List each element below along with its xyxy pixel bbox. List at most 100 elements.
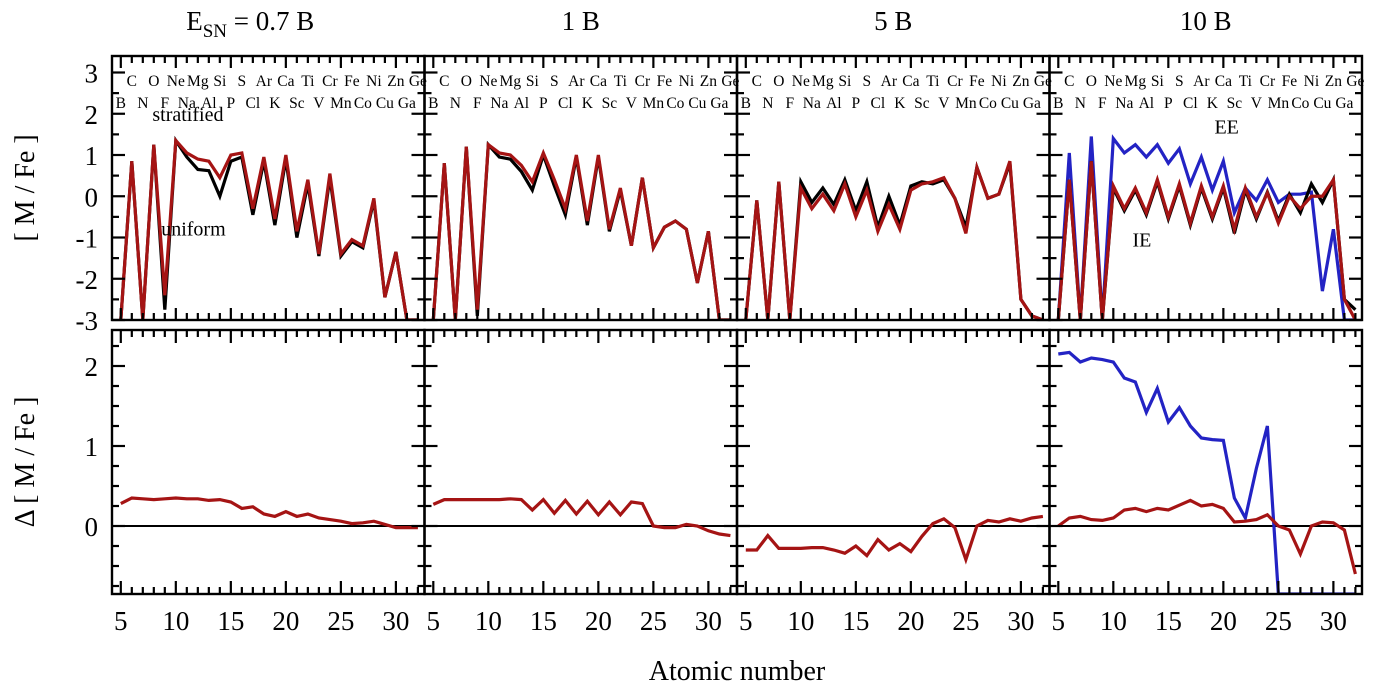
element-label-even: C <box>1064 73 1074 90</box>
element-label-even: Ne <box>167 73 185 90</box>
y-axis-top-tick-label: 2 <box>85 100 99 130</box>
element-label-even: Si <box>526 73 540 90</box>
element-label-even: Zn <box>1012 73 1029 90</box>
element-label-odd: V <box>938 95 950 112</box>
element-label-even: Ca <box>1215 73 1232 90</box>
y-axis-top-tick-label: -2 <box>76 265 99 295</box>
y-axis-bottom-tick-label: 0 <box>85 512 99 542</box>
element-label-odd: N <box>1075 95 1086 112</box>
x-axis-tick-label: 10 <box>1100 606 1127 636</box>
element-label-odd: Sc <box>602 95 618 112</box>
panel-title-4: 10 B <box>1180 6 1232 36</box>
element-label-odd: Ga <box>710 95 728 112</box>
element-label-odd: Na <box>490 95 508 112</box>
y-axis-top-tick-label: -3 <box>76 306 99 336</box>
element-label-even: Ne <box>792 73 810 90</box>
series-stratified-minus-uniform <box>120 496 418 530</box>
element-label-odd: F <box>1098 95 1107 112</box>
element-label-odd: P <box>227 95 236 112</box>
element-label-odd: Al <box>1139 95 1155 112</box>
element-label-odd: V <box>626 95 638 112</box>
element-label-even: Ca <box>590 73 607 90</box>
y-axis-top-tick-label: 3 <box>85 59 99 89</box>
annotation-ee: EE <box>1214 117 1238 139</box>
x-axis-tick-label: 25 <box>640 606 667 636</box>
element-label-even: S <box>863 73 872 90</box>
element-label-odd: Ga <box>398 95 416 112</box>
series-ee <box>1056 134 1356 320</box>
element-label-even: S <box>238 73 247 90</box>
x-axis-tick-label: 5 <box>1052 606 1066 636</box>
element-label-odd: F <box>161 95 170 112</box>
x-axis-tick-label: 25 <box>1265 606 1292 636</box>
element-label-even: Cr <box>947 73 963 90</box>
element-label-odd: Cu <box>688 95 706 112</box>
panel-4-bottom-frame <box>1048 328 1364 596</box>
element-label-odd: P <box>852 95 861 112</box>
x-axis-tick-label: 25 <box>327 606 354 636</box>
y-axis-top-tick-label: 0 <box>85 182 99 212</box>
element-label-even: Ar <box>568 73 585 90</box>
panel-2-bottom-curves <box>432 497 731 538</box>
element-label-odd: N <box>450 95 461 112</box>
element-label-even: S <box>550 73 559 90</box>
element-label-even: Fe <box>344 73 360 90</box>
x-axis-tick-label: 30 <box>695 606 722 636</box>
element-label-even: Si <box>213 73 227 90</box>
element-label-odd: Mn <box>643 95 665 112</box>
x-axis-tick-label: 30 <box>382 606 409 636</box>
element-label-even: Ca <box>902 73 919 90</box>
element-label-odd: K <box>894 95 906 112</box>
x-axis-label: Atomic number <box>649 656 826 687</box>
element-label-odd: Co <box>1291 95 1309 112</box>
annotation-ie: IE <box>1132 230 1151 252</box>
panel-4-bottom-curves <box>1057 350 1357 594</box>
x-axis-tick-label: 15 <box>217 606 244 636</box>
element-label-odd: Sc <box>289 95 305 112</box>
element-label-even: Ar <box>256 73 273 90</box>
element-label-odd: P <box>1164 95 1173 112</box>
element-label-odd: Cl <box>871 95 886 112</box>
element-label-even: Cr <box>635 73 651 90</box>
x-axis-tick-label: 20 <box>585 606 612 636</box>
element-label-odd: K <box>1207 95 1219 112</box>
element-label-odd: Cu <box>1313 95 1331 112</box>
element-label-odd: Cu <box>1001 95 1019 112</box>
x-axis-tick-label: 10 <box>475 606 502 636</box>
element-label-even: Fe <box>657 73 673 90</box>
panel-1-bottom-curves <box>120 496 418 530</box>
element-label-odd: Co <box>979 95 997 112</box>
series-stratified <box>119 136 418 320</box>
element-label-odd: Cl <box>246 95 261 112</box>
element-label-even: Ar <box>1193 73 1210 90</box>
element-label-even: Si <box>838 73 852 90</box>
panel-2-bottom-frame <box>423 328 739 596</box>
element-label-even: Fe <box>1282 73 1298 90</box>
series-ee-minus-uniform <box>1058 350 1356 594</box>
element-label-odd: Na <box>803 95 821 112</box>
element-label-even: Mg <box>500 73 522 90</box>
x-axis-tick-label: 30 <box>1320 606 1347 636</box>
annotation-uniform: uniform <box>161 218 226 240</box>
element-label-odd: Ga <box>1023 95 1041 112</box>
y-axis-bottom-tick-label: 1 <box>85 432 99 462</box>
element-label-odd: Cu <box>376 95 394 112</box>
panel-title-2: 1 B <box>562 6 600 36</box>
element-label-even: Si <box>1151 73 1165 90</box>
element-label-even: O <box>1086 73 1097 90</box>
x-axis-tick-label: 5 <box>427 606 441 636</box>
x-axis-tick-label: 20 <box>1210 606 1237 636</box>
panel-3-bottom-frame <box>735 328 1051 596</box>
element-label-odd: P <box>539 95 548 112</box>
element-label-odd: V <box>1251 95 1263 112</box>
series-stratified-minus-uniform <box>745 514 1044 565</box>
element-label-even: Mg <box>187 73 209 90</box>
element-label-odd: Al <box>201 95 217 112</box>
element-label-odd: Mn <box>1268 95 1290 112</box>
panel-title-1: ESN = 0.7 B <box>186 6 314 42</box>
x-axis-tick-label: 20 <box>272 606 299 636</box>
element-label-odd: K <box>582 95 594 112</box>
element-label-even: O <box>148 73 159 90</box>
series-stratified-minus-uniform <box>1057 498 1357 575</box>
